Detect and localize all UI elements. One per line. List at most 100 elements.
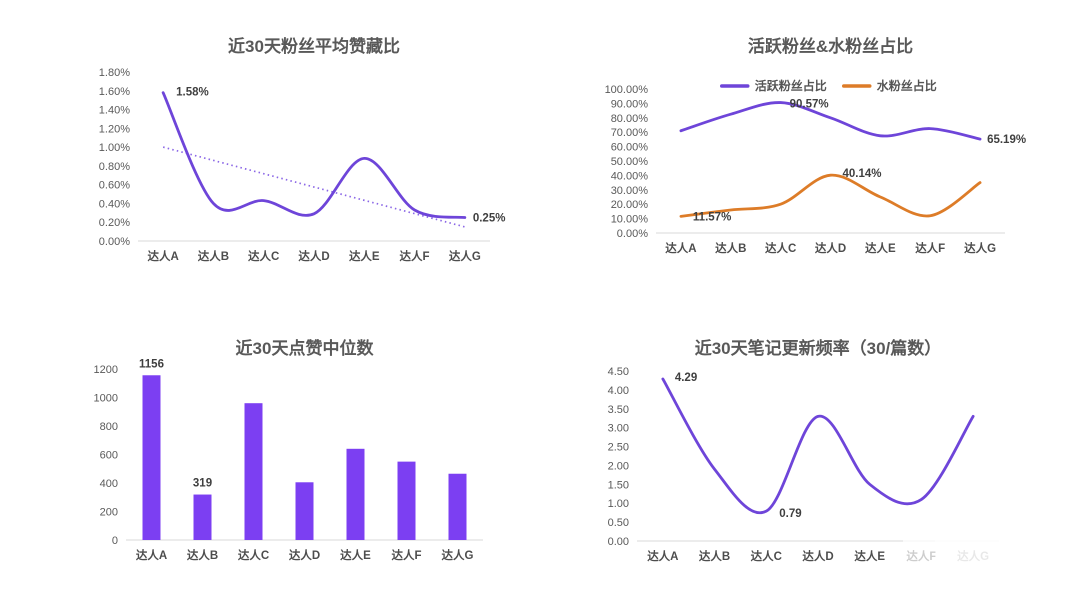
x-axis-category-label: 达人D: [802, 549, 833, 563]
y-axis-tick-label: 4.00: [608, 385, 629, 397]
y-axis-tick-label: 30.00%: [611, 185, 649, 197]
x-axis-category-label: 达人B: [699, 549, 730, 563]
y-axis-tick-label: 0.20%: [99, 217, 130, 229]
y-axis-tick-label: 400: [100, 478, 118, 490]
x-axis-category-label: 达人B: [187, 548, 218, 562]
x-axis-category-label: 达人A: [647, 549, 678, 563]
y-axis-tick-label: 0.80%: [99, 161, 130, 173]
y-axis-tick-label: 2.00: [608, 460, 629, 472]
y-axis-tick-label: 1000: [94, 393, 118, 405]
y-axis-tick-label: 0.00%: [99, 236, 130, 248]
y-axis-tick-label: 1.20%: [99, 123, 130, 135]
y-axis-tick-label: 0.00%: [617, 228, 648, 240]
x-axis-category-label: 达人C: [765, 241, 796, 255]
series-line: [161, 91, 467, 219]
trendline: [162, 146, 466, 228]
chart-svg: 近30天粉丝平均赞藏比 0.00% 0.20% 0.40% 0.60% 0.80% 1.00…: [99, 36, 506, 263]
y-axis-tick-label: 200: [100, 507, 118, 519]
x-axis-category-label: 达人A: [665, 241, 696, 255]
x-axis-category-label: 达人D: [815, 241, 846, 255]
x-axis-category-label: 达人C: [238, 548, 269, 562]
series-line: [679, 173, 982, 218]
y-axis-tick-label: 50.00%: [611, 156, 649, 168]
x-axis-category-label: 达人B: [715, 241, 746, 255]
x-axis-category-label: 达人B: [198, 249, 229, 263]
x-axis-category-label: 达人E: [349, 249, 380, 263]
x-axis-category-label: 达人C: [751, 549, 782, 563]
data-label: 65.19%: [987, 134, 1026, 146]
chart-title: 近30天粉丝平均赞藏比: [228, 36, 400, 56]
x-axis-category-label: 达人G: [442, 548, 474, 562]
y-axis-tick-label: 800: [100, 421, 118, 433]
y-axis-tick-label: 40.00%: [611, 170, 649, 182]
x-axis-category-label: 达人F: [400, 249, 430, 263]
chart-title: 近30天笔记更新频率（30/篇数）: [695, 338, 942, 358]
y-axis-tick-label: 1.50: [608, 479, 629, 491]
y-axis-tick-label: 0: [112, 535, 118, 547]
y-axis-tick-label: 0.50: [608, 517, 629, 529]
y-axis-tick-label: 3.50: [608, 404, 629, 416]
x-axis-category-label: 达人F: [906, 549, 936, 563]
x-axis-category-label: 达人G: [964, 241, 996, 255]
y-axis-tick-label: 100.00%: [605, 84, 649, 96]
x-axis-category-label: 达人E: [865, 241, 896, 255]
chart-svg: 近30天点赞中位数 0 200 400 600 800 1000 1200 达人A 达人B 达人C 达…: [94, 338, 483, 562]
x-axis-category-label: 达人F: [391, 548, 421, 562]
series-line: [679, 101, 982, 141]
y-axis-tick-label: 1200: [94, 364, 118, 376]
legend-label: 水粉丝占比: [877, 78, 937, 93]
bar: [244, 403, 263, 540]
data-label: 1.58%: [176, 87, 209, 99]
y-axis-tick-label: 70.00%: [611, 127, 649, 139]
data-label: 0.25%: [473, 213, 506, 225]
bar: [142, 375, 161, 540]
x-axis-category-label: 达人F: [915, 241, 945, 255]
y-axis-tick-label: 60.00%: [611, 142, 649, 154]
data-label: 4.29: [675, 372, 697, 384]
x-axis-category-label: 达人A: [147, 249, 178, 263]
bar: [346, 448, 365, 540]
y-axis-tick-label: 600: [100, 450, 118, 462]
y-axis-tick-label: 0.40%: [99, 198, 130, 210]
chart-title: 活跃粉丝&水粉丝占比: [748, 36, 913, 56]
y-axis-tick-label: 0.00: [608, 536, 629, 548]
data-label: 1156: [139, 358, 164, 370]
y-axis-tick-label: 20.00%: [611, 199, 649, 211]
x-axis-category-label: 达人E: [854, 549, 885, 563]
x-axis-category-label: 达人A: [136, 548, 167, 562]
bar: [448, 473, 467, 540]
y-axis-tick-label: 90.00%: [611, 98, 649, 110]
x-axis-category-label: 达人G: [957, 549, 989, 563]
bar: [193, 494, 212, 540]
x-axis-category-label: 达人E: [340, 548, 371, 562]
y-axis-tick-label: 0.60%: [99, 180, 130, 192]
chart-note-update-frequency: 近30天笔记更新频率（30/篇数） 0.00 0.50 1.00 1.50 2.00 2.5…: [600, 330, 1040, 585]
y-axis-tick-label: 1.00%: [99, 142, 130, 154]
y-axis-tick-label: 10.00%: [611, 214, 649, 226]
y-axis-tick-label: 1.40%: [99, 105, 130, 117]
chart-likes-median: 近30天点赞中位数 0 200 400 600 800 1000 1200 达人A 达人B 达人C 达…: [75, 330, 515, 575]
x-axis-category-label: 达人D: [289, 548, 320, 562]
y-axis-tick-label: 4.50: [608, 366, 629, 378]
chart-fan-avg-like-collect-ratio: 近30天粉丝平均赞藏比 0.00% 0.20% 0.40% 0.60% 0.80% 1.00…: [90, 25, 520, 275]
y-axis-tick-label: 1.80%: [99, 67, 130, 79]
bar: [397, 461, 416, 540]
data-label: 11.57%: [693, 211, 731, 223]
series-line: [661, 377, 975, 515]
data-label: 40.14%: [843, 168, 882, 180]
y-axis-tick-label: 80.00%: [611, 113, 649, 125]
x-axis-category-label: 达人G: [449, 249, 481, 263]
x-axis-category-label: 达人C: [248, 249, 279, 263]
chart-title: 近30天点赞中位数: [236, 338, 375, 358]
chart-svg: 近30天笔记更新频率（30/篇数） 0.00 0.50 1.00 1.50 2.00 2.5…: [608, 338, 999, 563]
data-label: 0.79: [779, 508, 801, 520]
legend-label: 活跃粉丝占比: [755, 78, 827, 93]
data-label: 90.57%: [790, 99, 829, 111]
bar: [295, 482, 314, 540]
y-axis-tick-label: 3.00: [608, 423, 629, 435]
data-label: 319: [193, 478, 212, 490]
y-axis-tick-label: 1.00: [608, 498, 629, 510]
y-axis-tick-label: 2.50: [608, 442, 629, 454]
